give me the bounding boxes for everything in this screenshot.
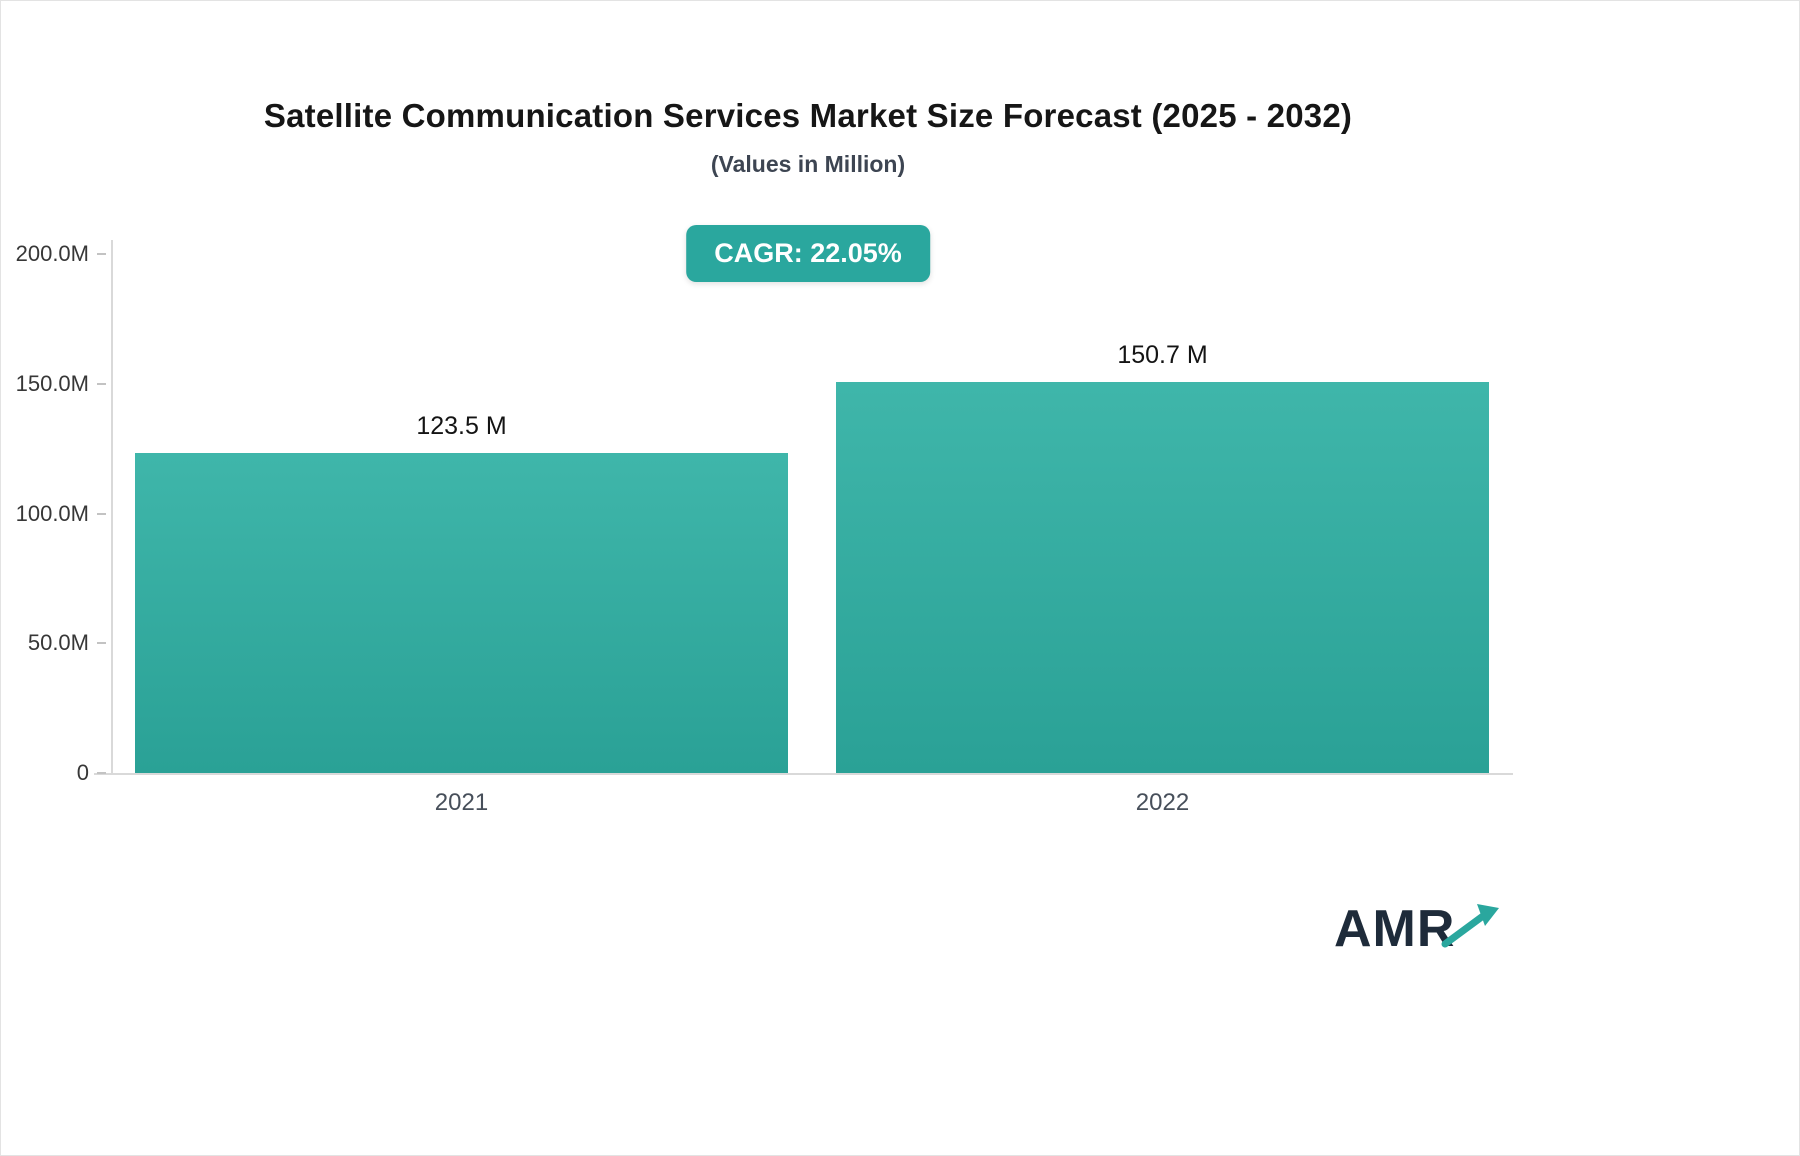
cagr-badge: CAGR: 22.05% — [686, 225, 930, 282]
bar-2021 — [134, 452, 789, 773]
y-axis-line — [111, 240, 113, 773]
y-tick-label: 150.0M — [15, 370, 89, 396]
x-axis-label: 2022 — [1135, 789, 1190, 816]
y-tick-label: 50.0M — [27, 630, 89, 656]
y-tick-mark — [97, 253, 106, 255]
y-tick-mark — [97, 772, 106, 774]
y-tick-label: 0 — [76, 760, 89, 785]
bar-value-label: 123.5 M — [416, 411, 507, 440]
x-axis-line — [94, 773, 1513, 775]
y-tick-label: 100.0M — [15, 500, 89, 526]
y-tick-label: 200.0M — [15, 241, 89, 266]
y-tick-mark — [97, 512, 106, 515]
amr-logo-arrow-icon — [1441, 904, 1500, 948]
chart-subtitle: (Values in Million) — [710, 151, 906, 177]
y-tick-mark — [97, 642, 106, 645]
bar-value-label: 150.7 M — [1117, 340, 1208, 369]
bar-2022 — [835, 381, 1490, 773]
cagr-badge-label: CAGR: 22.05% — [714, 238, 902, 268]
plot-area: 200.0M 150.0M 100.0M 50.0M 0 123.5 M 2021 150.… — [16, 240, 1513, 816]
amr-logo-text: AMR — [1334, 900, 1456, 958]
x-axis-label: 2021 — [434, 789, 489, 816]
chart-title: Satellite Communication Services Market … — [263, 97, 1353, 134]
amr-logo: AMR — [1334, 899, 1503, 959]
y-tick-mark — [97, 382, 106, 385]
